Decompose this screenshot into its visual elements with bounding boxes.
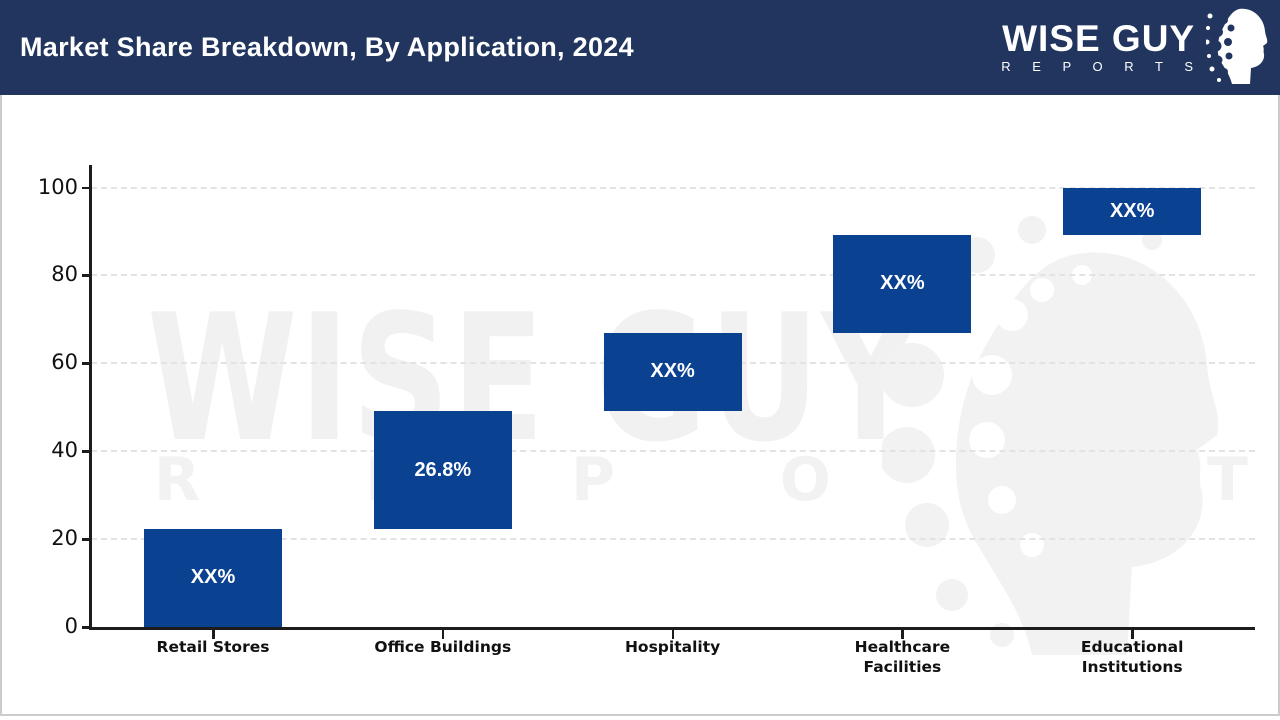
chart-area: WISE GUY R E P O R T S 020406080100XX%Re… — [0, 95, 1280, 716]
y-axis-line — [89, 165, 92, 629]
page-title: Market Share Breakdown, By Application, … — [20, 32, 634, 62]
brand-logo-text: WISE GUY R E P O R T S — [995, 19, 1202, 75]
gridline — [91, 450, 1255, 453]
x-axis-tick — [212, 630, 215, 639]
x-category-label: Educational Institutions — [1022, 638, 1242, 677]
bar-healthcare-facilities: XX% — [833, 234, 972, 333]
bar-value-label: XX% — [190, 566, 236, 589]
x-category-label-line: Institutions — [1081, 657, 1183, 676]
brand-name: WISE GUY — [1002, 18, 1196, 59]
brand-logo: WISE GUY R E P O R T S — [995, 6, 1268, 88]
bar-office-buildings: 26.8% — [373, 411, 512, 529]
watermark-head-icon — [882, 208, 1219, 655]
bar-retail-stores: XX% — [144, 528, 282, 627]
y-tick-label: 100 — [37, 174, 78, 199]
x-axis-tick — [1131, 630, 1134, 639]
x-category-label-line: Educational — [1080, 638, 1184, 656]
x-category-label-line: Office Buildings — [374, 638, 512, 656]
y-axis-tick — [82, 538, 91, 541]
y-tick-label: 40 — [51, 438, 78, 463]
y-tick-label: 80 — [51, 262, 78, 287]
x-axis-tick — [441, 630, 445, 639]
x-category-label-line: Facilities — [863, 657, 942, 676]
x-category-label-line: Healthcare — [854, 638, 951, 656]
gridline — [91, 186, 1255, 189]
y-tick-label: 60 — [51, 350, 78, 375]
x-axis-tick — [901, 630, 904, 639]
y-axis-tick — [82, 274, 91, 277]
bar-value-label: XX% — [880, 272, 925, 295]
x-category-label: Retail Stores — [103, 638, 323, 658]
x-category-label: Healthcare Facilities — [792, 638, 1012, 677]
x-category-label: Office Buildings — [333, 638, 553, 658]
bar-value-label: 26.8% — [414, 458, 472, 481]
x-category-label: Hospitality — [563, 638, 783, 658]
bar-educational-institutions: XX% — [1063, 187, 1202, 235]
brand-subtitle: R E P O R T S — [1001, 59, 1202, 74]
y-tick-label: 20 — [51, 526, 78, 551]
x-category-label-line: Retail Stores — [156, 638, 270, 656]
y-tick-label: 0 — [64, 614, 78, 638]
y-axis-tick — [82, 626, 91, 629]
x-axis-line — [89, 627, 1255, 630]
y-axis-tick — [82, 362, 91, 365]
bar-value-label: XX% — [1109, 199, 1155, 222]
bar-hospitality: XX% — [603, 332, 742, 412]
gridline — [91, 538, 1255, 541]
x-axis-tick — [671, 630, 675, 639]
bar-value-label: XX% — [650, 360, 695, 383]
header-bar: Market Share Breakdown, By Application, … — [0, 0, 1280, 95]
brand-head-icon — [1206, 8, 1268, 84]
y-axis-tick — [82, 450, 91, 453]
y-axis-tick — [82, 186, 91, 189]
watermark-brand-name: WISE GUY — [147, 278, 922, 481]
x-category-label-line: Hospitality — [624, 638, 721, 656]
gridline — [91, 274, 1255, 277]
